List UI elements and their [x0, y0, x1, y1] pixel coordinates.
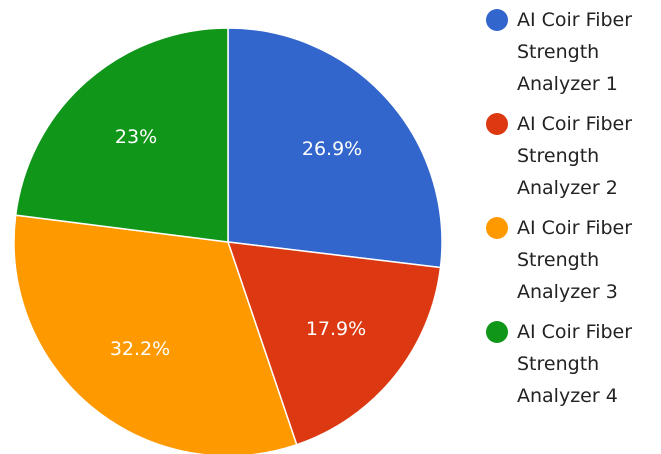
slice-label: 26.9%: [302, 138, 362, 160]
pie-slice: [13, 214, 298, 454]
legend-label: AI Coir Fiber Strength Analyzer 4: [517, 321, 632, 407]
legend-swatch: [486, 9, 508, 31]
pie-slice: [14, 27, 229, 243]
legend-swatch: [486, 113, 508, 135]
legend-label: AI Coir Fiber Strength Analyzer 2: [517, 113, 632, 199]
slice-label: 32.2%: [110, 338, 170, 360]
legend-swatch: [486, 321, 508, 343]
slice-label: 17.9%: [306, 318, 366, 340]
slice-label: 23%: [115, 126, 157, 148]
pie-slice: [226, 241, 442, 446]
pie-slice: [227, 27, 443, 269]
legend-label: AI Coir Fiber Strength Analyzer 3: [517, 217, 632, 303]
legend-label: AI Coir Fiber Strength Analyzer 1: [517, 9, 632, 95]
legend-swatch: [486, 217, 508, 239]
